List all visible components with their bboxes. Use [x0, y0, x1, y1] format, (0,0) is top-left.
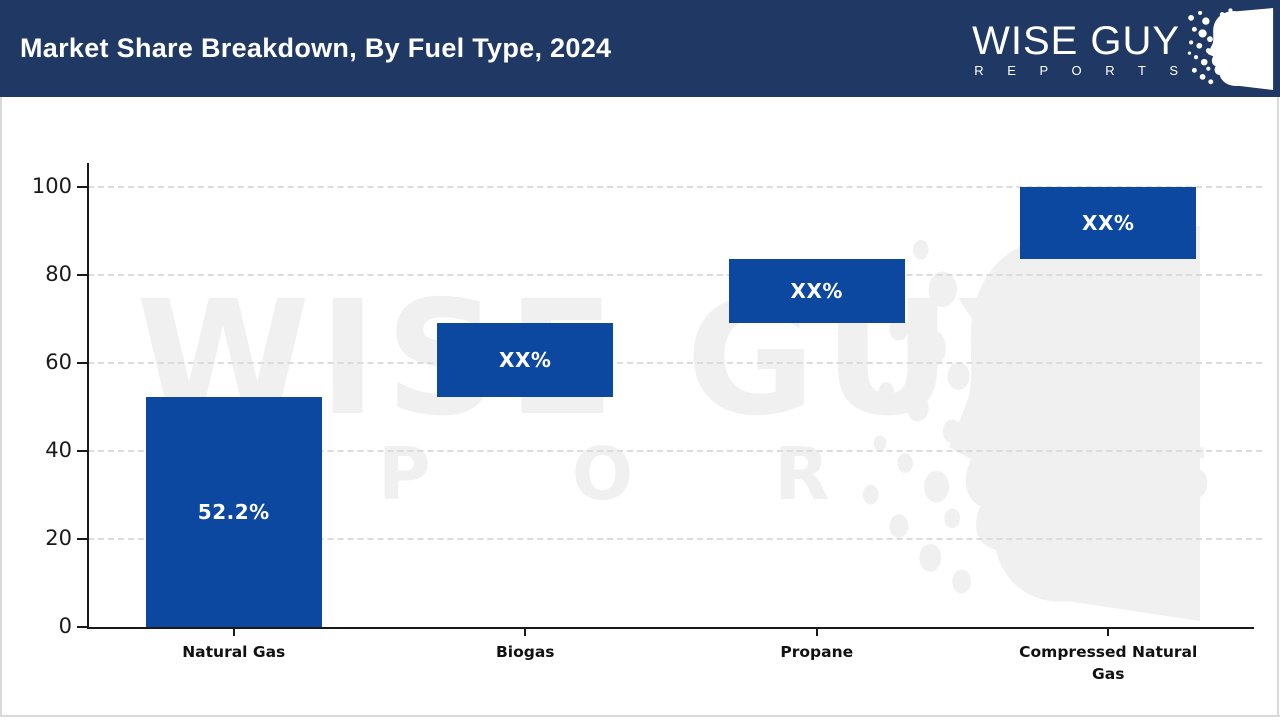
x-axis-tick [1107, 629, 1110, 636]
bar-compressed-natural-gas: XX% [1020, 187, 1197, 260]
x-axis-tick [232, 629, 235, 636]
y-axis-tick [77, 362, 87, 364]
x-axis-label: Compressed Natural Gas [1019, 643, 1198, 683]
y-axis-tick-label: 80 [45, 262, 72, 286]
bar-value-label: 52.2% [197, 500, 270, 525]
y-gridline [88, 362, 1262, 364]
x-axis-spine [87, 627, 1254, 629]
header: Market Share Breakdown, By Fuel Type, 20… [0, 0, 1280, 97]
y-gridline [88, 538, 1262, 540]
plot-area: 0 20 40 60 80 100 52.2% Natural Gas XX% Biogas XX%… [0, 97, 1280, 717]
frame-border-left [0, 97, 2, 717]
y-gridline [88, 186, 1262, 188]
bar-propane: XX% [728, 259, 905, 323]
x-axis-tick [524, 629, 527, 636]
y-axis-tick [77, 274, 87, 276]
logo-head-icon [1187, 8, 1274, 90]
logo-subtitle: R E P O R T S [974, 63, 1188, 78]
y-gridline [88, 274, 1262, 276]
x-axis-tick [815, 629, 818, 636]
bar-natural-gas: 52.2% [145, 397, 322, 627]
x-axis-label: Propane [780, 643, 854, 661]
y-axis-tick [77, 538, 87, 540]
logo-wordmark: WISE GUY [972, 19, 1181, 63]
y-axis-tick-label: 100 [31, 174, 72, 198]
bar-biogas: XX% [437, 322, 614, 398]
y-axis-tick [77, 186, 87, 188]
frame-border-bottom [0, 715, 1280, 717]
y-axis-spine [87, 163, 89, 629]
page-title: Market Share Breakdown, By Fuel Type, 20… [20, 33, 612, 63]
bar-value-label: XX% [790, 278, 843, 303]
y-axis-tick-label: 40 [45, 438, 72, 462]
y-axis-tick-label: 60 [45, 350, 72, 374]
y-axis-tick-label: 20 [45, 526, 72, 550]
frame-border-right [1277, 97, 1279, 717]
x-axis-label: Natural Gas [182, 643, 286, 661]
x-axis-label: Biogas [495, 643, 555, 661]
y-axis-tick-label: 0 [58, 614, 72, 638]
bar-value-label: XX% [499, 347, 552, 372]
y-axis-tick [77, 626, 87, 628]
y-axis-tick [77, 450, 87, 452]
watermark-head-icon [858, 226, 1200, 621]
y-gridline [88, 450, 1262, 452]
bar-value-label: XX% [1082, 211, 1135, 236]
wiseguy-logo: WISE GUY R E P O R T S [964, 8, 1274, 90]
logo-text: WISE GUY R E P O R T S [964, 20, 1188, 78]
